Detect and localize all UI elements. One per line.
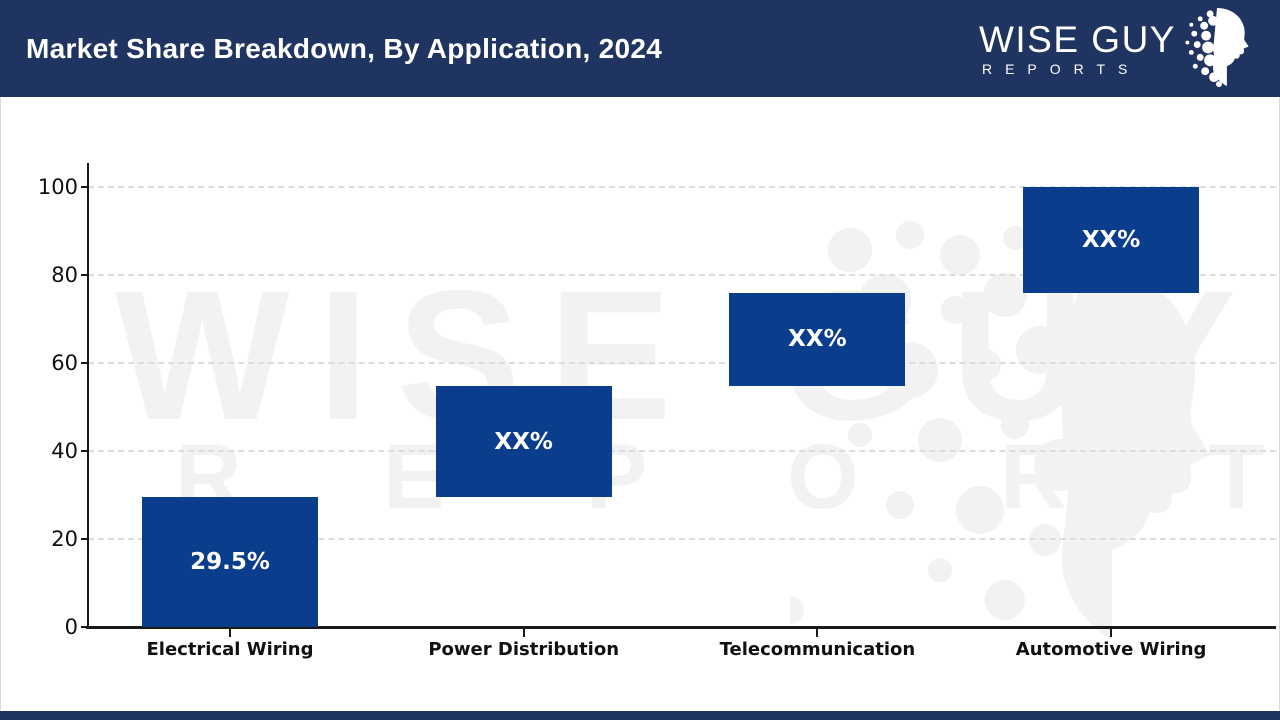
y-tick-mark <box>81 362 88 364</box>
grid-line <box>88 274 1276 276</box>
y-tick-label: 100 <box>37 175 78 199</box>
y-tick-mark <box>81 626 88 628</box>
x-category-label: Automotive Wiring <box>1015 639 1207 660</box>
x-tick-mark <box>1110 629 1113 637</box>
x-axis-line <box>86 626 1276 629</box>
bar-value-label: XX% <box>1081 227 1141 254</box>
y-tick-label: 80 <box>51 263 78 287</box>
bar: XX% <box>729 293 906 386</box>
y-tick-mark <box>81 450 88 452</box>
y-tick-label: 60 <box>51 351 78 375</box>
head-profile-icon <box>1182 5 1254 93</box>
footer-bar <box>0 711 1280 720</box>
grid-line <box>88 186 1276 188</box>
logo-secondary-text: REPORTS <box>981 61 1141 77</box>
page-title: Market Share Breakdown, By Application, … <box>26 32 663 64</box>
x-category-label: Electrical Wiring <box>146 639 314 660</box>
y-tick-label: 0 <box>64 615 78 639</box>
y-tick-mark <box>81 538 88 540</box>
bar-value-label: 29.5% <box>190 549 270 576</box>
logo-text: WISE GUY REPORTS <box>979 21 1176 76</box>
y-tick-label: 20 <box>51 527 78 551</box>
grid-line <box>88 450 1276 452</box>
bar: XX% <box>435 385 612 498</box>
x-tick-mark <box>522 629 525 637</box>
bar-value-label: XX% <box>788 326 847 353</box>
grid-line <box>88 538 1276 540</box>
header-bar: Market Share Breakdown, By Application, … <box>0 0 1280 97</box>
y-tick-label: 40 <box>51 439 78 463</box>
x-tick-mark <box>816 629 819 637</box>
y-axis-line <box>87 163 89 629</box>
grid-line <box>88 362 1276 364</box>
x-tick-mark <box>229 629 231 637</box>
y-tick-mark <box>81 274 88 276</box>
x-category-label: Power Distribution <box>428 639 620 660</box>
y-tick-mark <box>81 186 88 188</box>
bar: XX% <box>1023 187 1200 294</box>
bar-value-label: XX% <box>494 428 553 455</box>
wise-guy-logo: WISE GUY REPORTS <box>979 5 1254 93</box>
logo-primary-text: WISE GUY <box>978 19 1176 60</box>
x-category-label: Telecommunication <box>719 639 916 660</box>
bar: 29.5% <box>142 497 318 627</box>
